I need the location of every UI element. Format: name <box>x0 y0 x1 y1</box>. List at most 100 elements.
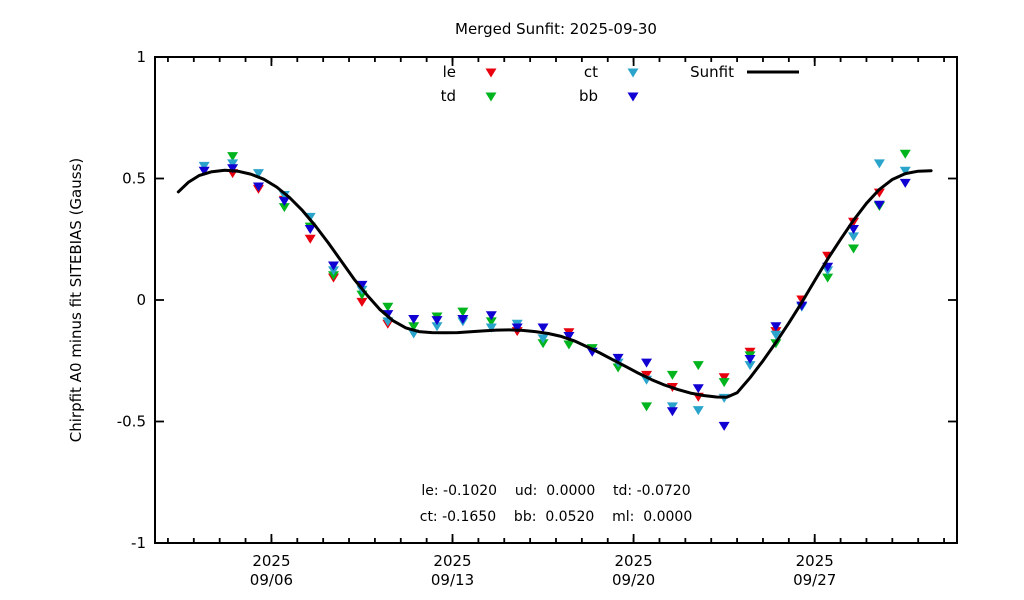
td-data-point <box>718 378 730 388</box>
y-ticks: 1 0.5 0 -0.5 -1 <box>117 48 957 552</box>
x-minor-ticks <box>167 57 945 543</box>
td-data-point <box>563 340 575 350</box>
td-data-point <box>848 244 860 254</box>
ct-data-point <box>873 159 885 169</box>
td-data-point <box>408 322 420 332</box>
le-legend-marker <box>485 68 497 78</box>
ct-data-point <box>692 406 704 416</box>
td-data-point <box>899 149 911 159</box>
bb-data-point <box>457 314 469 324</box>
bb-data-point <box>485 311 497 321</box>
td-data-point <box>692 361 704 371</box>
legend-label: td <box>441 87 456 105</box>
bb-data-point <box>692 384 704 394</box>
bb-legend-marker <box>627 92 639 102</box>
ct-data-point <box>485 323 497 333</box>
sunfit-curve <box>176 168 933 399</box>
legend: le td ct bb Sunfit <box>441 63 799 105</box>
plot-border <box>154 56 958 544</box>
fit-coefficients-line2: ct: -0.1650 bb: 0.0520 ml: 0.0000 <box>419 509 693 525</box>
bb-data-point <box>431 316 443 326</box>
td-data-point <box>612 363 624 373</box>
ct-data-point <box>252 169 264 179</box>
le-data-point <box>356 297 368 307</box>
bb-data-point <box>408 314 420 324</box>
ct-data-point <box>198 161 210 171</box>
x-tick-label-date: 09/20 <box>612 571 655 589</box>
fit-coefficients-line1: le: -0.1020 ud: 0.0000 td: -0.0720 <box>421 483 691 499</box>
x-tick-label-year: 2025 <box>252 552 290 570</box>
le-data-point <box>718 373 730 383</box>
chart-title: Merged Sunfit: 2025-09-30 <box>455 20 657 38</box>
bb-data-point <box>744 355 756 365</box>
td-data-point <box>457 307 469 317</box>
bb-data-point <box>718 421 730 431</box>
bb-data-point <box>328 261 340 271</box>
x-tick-label-date: 09/06 <box>250 571 293 589</box>
legend-item-le: le <box>443 63 497 81</box>
td-data-point <box>382 302 394 312</box>
bb-data-point <box>278 197 290 207</box>
bb-data-point <box>641 358 653 368</box>
ct-data-point <box>537 334 549 344</box>
bb-data-point <box>873 200 885 210</box>
ct-data-point <box>431 322 443 332</box>
td-data-point <box>328 271 340 281</box>
legend-label: bb <box>579 87 598 105</box>
series-ct-points <box>198 159 911 416</box>
ct-data-point <box>227 159 239 169</box>
td-data-point <box>666 370 678 380</box>
td-data-point <box>822 273 834 283</box>
legend-label: Sunfit <box>690 63 734 81</box>
ct-data-point <box>744 361 756 371</box>
legend-item-ct: ct <box>584 63 639 81</box>
legend-item-td: td <box>441 87 497 105</box>
le-data-point <box>641 370 653 380</box>
bb-data-point <box>227 164 239 174</box>
y-tick-label: -0.5 <box>117 413 146 431</box>
y-tick-label: 1 <box>136 48 146 66</box>
y-tick-label: -1 <box>131 534 146 552</box>
bb-data-point <box>252 182 264 192</box>
bb-data-point <box>198 166 210 176</box>
legend-label: ct <box>584 63 598 81</box>
bb-data-point <box>770 322 782 332</box>
x-tick-label-year: 2025 <box>433 552 471 570</box>
td-data-point <box>278 203 290 213</box>
x-tick-label-date: 09/13 <box>431 571 474 589</box>
td-legend-marker <box>485 92 497 102</box>
bb-data-point <box>511 323 523 333</box>
ct-data-point <box>278 191 290 201</box>
ct-legend-marker <box>627 68 639 78</box>
ct-data-point <box>848 232 860 242</box>
legend-item-bb: bb <box>579 87 639 105</box>
bb-data-point <box>848 225 860 235</box>
x-tick-label-year: 2025 <box>796 552 834 570</box>
x-tick-label-year: 2025 <box>615 552 653 570</box>
bb-data-point <box>796 301 808 311</box>
bb-data-point <box>612 353 624 363</box>
y-tick-label: 0.5 <box>122 170 146 188</box>
td-data-point <box>485 317 497 327</box>
ct-data-point <box>328 266 340 276</box>
y-tick-label: 0 <box>136 291 146 309</box>
td-data-point <box>641 402 653 412</box>
le-data-point <box>304 234 316 244</box>
td-data-point <box>227 152 239 162</box>
bb-data-point <box>537 323 549 333</box>
bb-data-point <box>666 407 678 417</box>
series-le-points <box>227 169 885 402</box>
x-tick-label-date: 09/27 <box>793 571 836 589</box>
td-data-point <box>537 339 549 349</box>
ct-data-point <box>899 166 911 176</box>
series-bb-points <box>198 164 911 431</box>
series-td-points <box>227 149 911 412</box>
ct-data-point <box>666 402 678 412</box>
bb-data-point <box>563 331 575 341</box>
bb-data-point <box>899 178 911 188</box>
ct-data-point <box>770 330 782 340</box>
legend-label: le <box>443 63 456 81</box>
